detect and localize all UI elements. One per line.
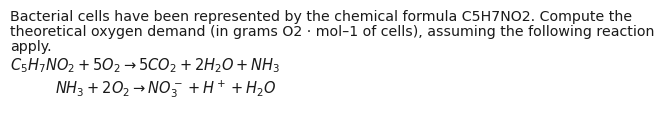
Text: theoretical oxygen demand (in grams O2 · mol–1 of cells), assuming the following: theoretical oxygen demand (in grams O2 ·…: [10, 25, 655, 39]
Text: $NH_3 + 2O_2 \rightarrow NO_3^- + H^+ + H_2O$: $NH_3 + 2O_2 \rightarrow NO_3^- + H^+ + …: [55, 78, 276, 100]
Text: apply.: apply.: [10, 40, 52, 54]
Text: Bacterial cells have been represented by the chemical formula C5H7NO2. Compute t: Bacterial cells have been represented by…: [10, 10, 632, 24]
Text: $C_5H_7NO_2 + 5O_2 \rightarrow 5CO_2 + 2H_2O + NH_3$: $C_5H_7NO_2 + 5O_2 \rightarrow 5CO_2 + 2…: [10, 56, 280, 75]
